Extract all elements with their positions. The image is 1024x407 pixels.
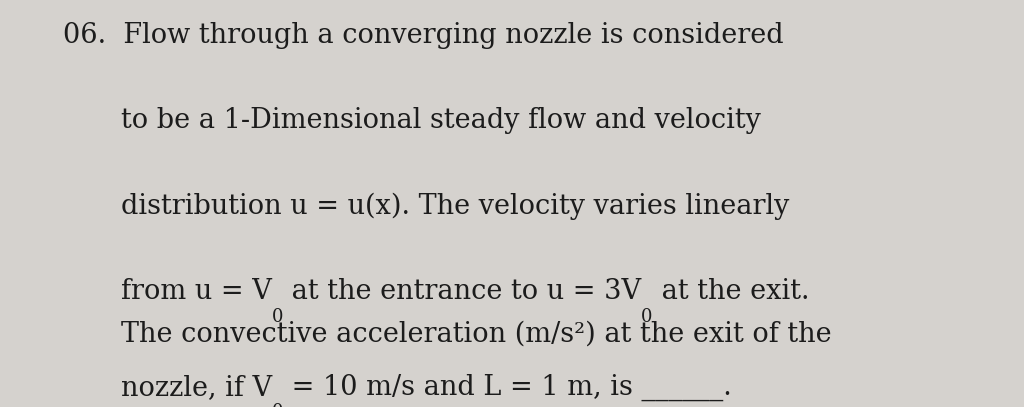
Text: 0: 0 (271, 308, 284, 326)
Text: from u = V: from u = V (121, 278, 271, 305)
Text: to be a 1-Dimensional steady flow and velocity: to be a 1-Dimensional steady flow and ve… (121, 107, 761, 134)
Text: The convective acceleration (m/s²) at the exit of the: The convective acceleration (m/s²) at th… (121, 321, 831, 348)
Text: distribution u = u(x). The velocity varies linearly: distribution u = u(x). The velocity vari… (121, 192, 790, 220)
Text: nozzle, if V: nozzle, if V (121, 374, 272, 401)
Text: at the entrance to u = 3V: at the entrance to u = 3V (284, 278, 641, 305)
Text: 06.  Flow through a converging nozzle is considered: 06. Flow through a converging nozzle is … (63, 22, 784, 49)
Text: 0: 0 (272, 403, 284, 407)
Text: = 10 m/s and L = 1 m, is ______.: = 10 m/s and L = 1 m, is ______. (284, 374, 732, 401)
Text: at the exit.: at the exit. (653, 278, 809, 305)
Text: 0: 0 (641, 308, 653, 326)
